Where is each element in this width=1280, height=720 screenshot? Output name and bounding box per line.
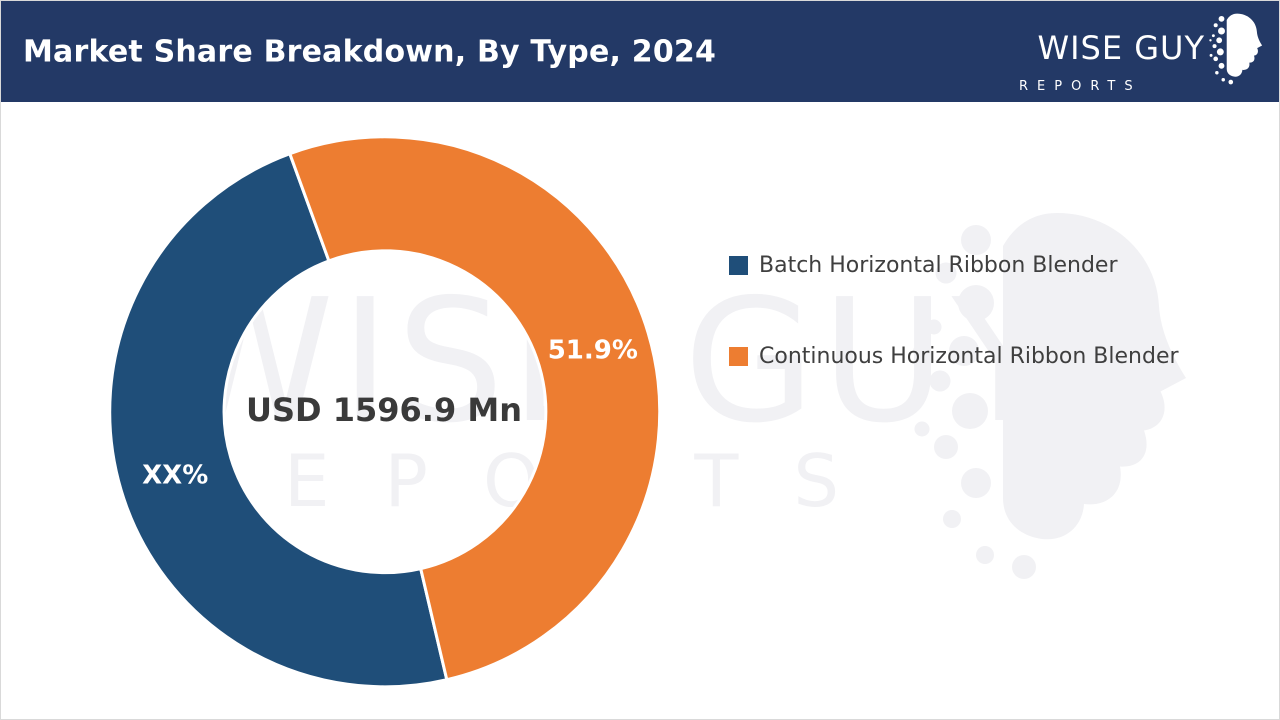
donut-slice	[287, 135, 662, 682]
legend-item: Continuous Horizontal Ribbon Blender	[729, 344, 1179, 369]
brand-logo: WISE GUY REPORTS	[1013, 9, 1265, 95]
watermark-reports-text: REPORTS	[179, 439, 894, 523]
brand-logo-text: WISE GUY	[1037, 29, 1205, 67]
legend-label: Continuous Horizontal Ribbon Blender	[759, 344, 1179, 369]
slice-data-label: XX%	[142, 460, 208, 490]
legend: Batch Horizontal Ribbon Blender Continuou…	[729, 253, 1269, 453]
brand-logo-subtext: REPORTS	[1019, 79, 1142, 94]
slice-data-label: 51.9%	[548, 336, 638, 366]
legend-swatch	[729, 347, 748, 366]
header-bar: Market Share Breakdown, By Type, 2024 WI…	[1, 1, 1279, 102]
legend-label: Batch Horizontal Ribbon Blender	[759, 253, 1118, 278]
legend-swatch	[729, 256, 748, 275]
donut-slice	[108, 151, 449, 689]
legend-item: Batch Horizontal Ribbon Blender	[729, 253, 1118, 278]
donut-chart: XX% 51.9%	[108, 135, 662, 689]
brand-face-icon	[1209, 13, 1263, 85]
page-title: Market Share Breakdown, By Type, 2024	[23, 34, 717, 69]
donut-center-label: USD 1596.9 Mn	[246, 391, 522, 429]
